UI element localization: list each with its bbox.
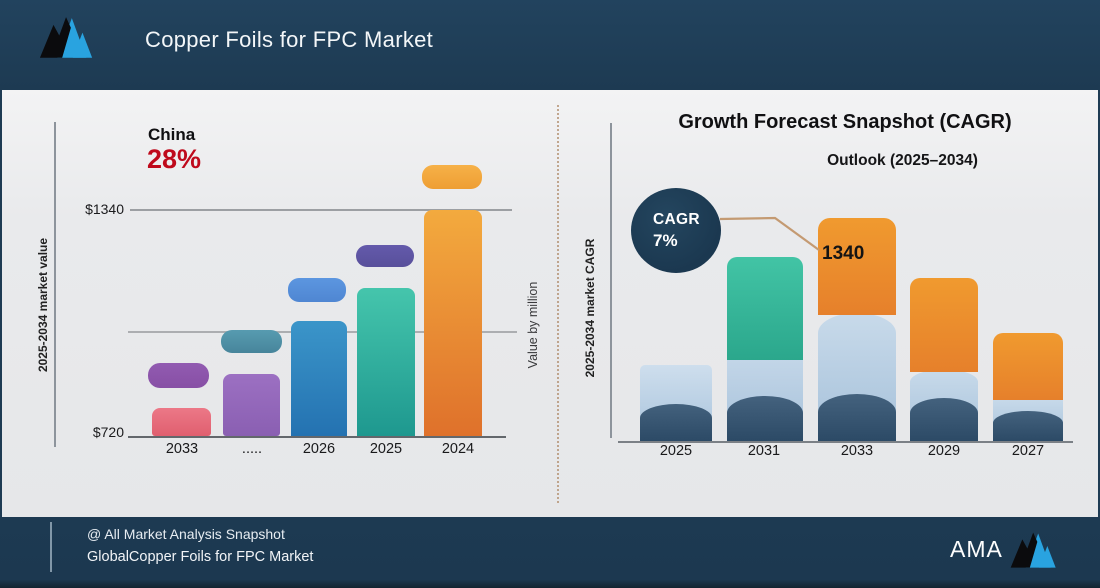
y-tick-1340: $1340 (85, 201, 124, 217)
stack-2029-dark (910, 398, 978, 441)
bar-cap-dots (221, 330, 282, 353)
x-label-r-2027: 2027 (1011, 443, 1045, 459)
header-bar: Copper Foils for FPC Market (0, 0, 1100, 90)
x-label-r-2033: 2033 (840, 443, 874, 459)
left-chart-right-axis-label: Value by million (526, 281, 540, 369)
footer-attribution: @ All Market Analysis Snapshot (87, 526, 285, 542)
right-chart-subtitle: Outlook (2025–2034) (827, 152, 978, 169)
stack-2031-teal (727, 257, 803, 360)
bar-cap-2025 (356, 245, 414, 267)
left-chart-share-value: 28% (147, 144, 202, 174)
x-label-r-2031: 2031 (747, 443, 781, 459)
cagr-badge-value: 7% (653, 230, 678, 250)
page-title: Copper Foils for FPC Market (145, 27, 434, 52)
callout-connector-line (718, 206, 824, 261)
footer-bar (0, 517, 1100, 588)
bar-2033 (152, 408, 211, 436)
cagr-badge: CAGR 7% (631, 188, 721, 273)
footer-brand-text: AMA (950, 536, 1003, 562)
left-chart-y-axis-label: 2025-2034 market value (36, 237, 50, 373)
panel-divider (557, 105, 559, 503)
x-label-2024: 2024 (441, 441, 475, 457)
stack-2027-dark (993, 411, 1063, 441)
right-chart-y-axis-line (610, 123, 612, 438)
right-chart-title: Growth Forecast Snapshot (CAGR) (678, 111, 1012, 133)
cagr-badge-label: CAGR (653, 210, 700, 228)
bar-2025 (357, 288, 415, 436)
x-label-2033: 2033 (165, 441, 199, 457)
gridline-1340 (130, 209, 512, 211)
stack-2033-dark (818, 394, 896, 441)
footer-divider-line (50, 522, 52, 572)
stack-2027-orange (993, 333, 1063, 400)
left-chart-y-axis-line (54, 122, 56, 447)
x-label-2025: 2025 (369, 441, 403, 457)
right-chart-y-axis-label: 2025-2034 market CAGR (583, 238, 597, 378)
y-tick-720: $720 (92, 424, 124, 440)
bar-2024 (424, 210, 482, 436)
left-chart-region-label: China (148, 125, 196, 144)
data-label-1340: 1340 (822, 243, 865, 264)
x-label-r-2029: 2029 (927, 443, 961, 459)
ama-mountain-logo-icon (38, 13, 96, 63)
footer-report-title: GlobalCopper Foils for FPC Market (87, 549, 314, 565)
x-label-dots: ..... (241, 441, 263, 457)
x-label-2026: 2026 (302, 441, 336, 457)
bar-cap-2024 (422, 165, 482, 189)
stack-2033-orange (818, 218, 896, 315)
x-label-r-2025: 2025 (659, 443, 693, 459)
bar-2026 (291, 321, 347, 436)
right-chart-baseline (618, 441, 1073, 443)
bar-cap-2026 (288, 278, 346, 302)
stack-2031-dark (727, 396, 803, 441)
bar-cap-2033 (148, 363, 209, 388)
bar-dots (223, 374, 280, 436)
ama-mountain-logo-footer-icon (1009, 529, 1059, 573)
stack-2029-orange (910, 278, 978, 372)
stack-2025-dark (640, 404, 712, 441)
left-chart-baseline (128, 436, 506, 438)
